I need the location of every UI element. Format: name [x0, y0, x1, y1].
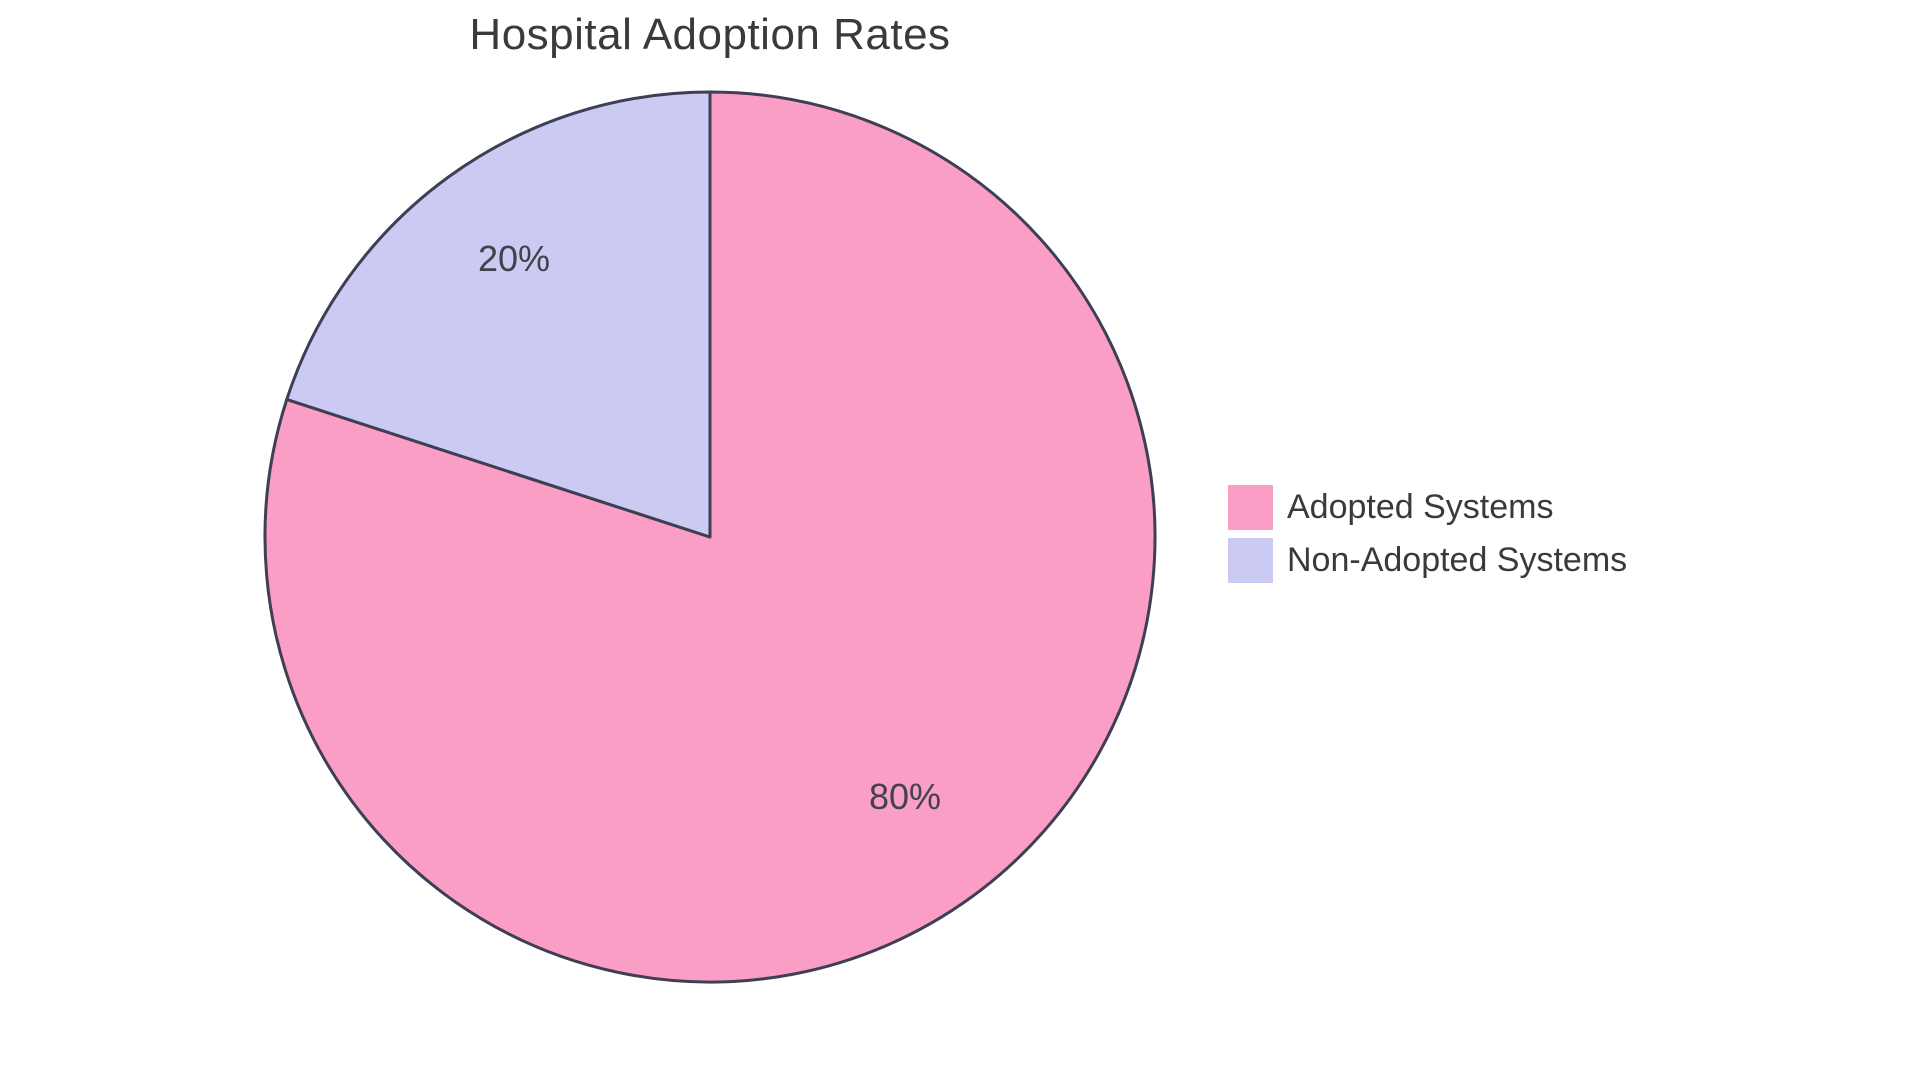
legend-item-adopted-systems[interactable]: Adopted Systems: [1228, 485, 1627, 530]
chart-title: Hospital Adoption Rates: [469, 10, 951, 59]
pie-slice-non-adopted-systems[interactable]: [285, 90, 712, 539]
legend-swatch-adopted-systems: [1228, 485, 1273, 530]
legend-label-non-adopted-systems: Non-Adopted Systems: [1287, 541, 1628, 579]
legend-label-adopted-systems: Adopted Systems: [1287, 488, 1554, 526]
legend: Adopted Systems Non-Adopted Systems: [1228, 485, 1627, 583]
pie-slice-label-adopted: 80%: [868, 776, 942, 817]
legend-item-non-adopted-systems[interactable]: Non-Adopted Systems: [1228, 538, 1627, 583]
pie-slice-label-non-adopted: 20%: [477, 238, 551, 279]
legend-swatch-non-adopted-systems: [1228, 538, 1273, 583]
